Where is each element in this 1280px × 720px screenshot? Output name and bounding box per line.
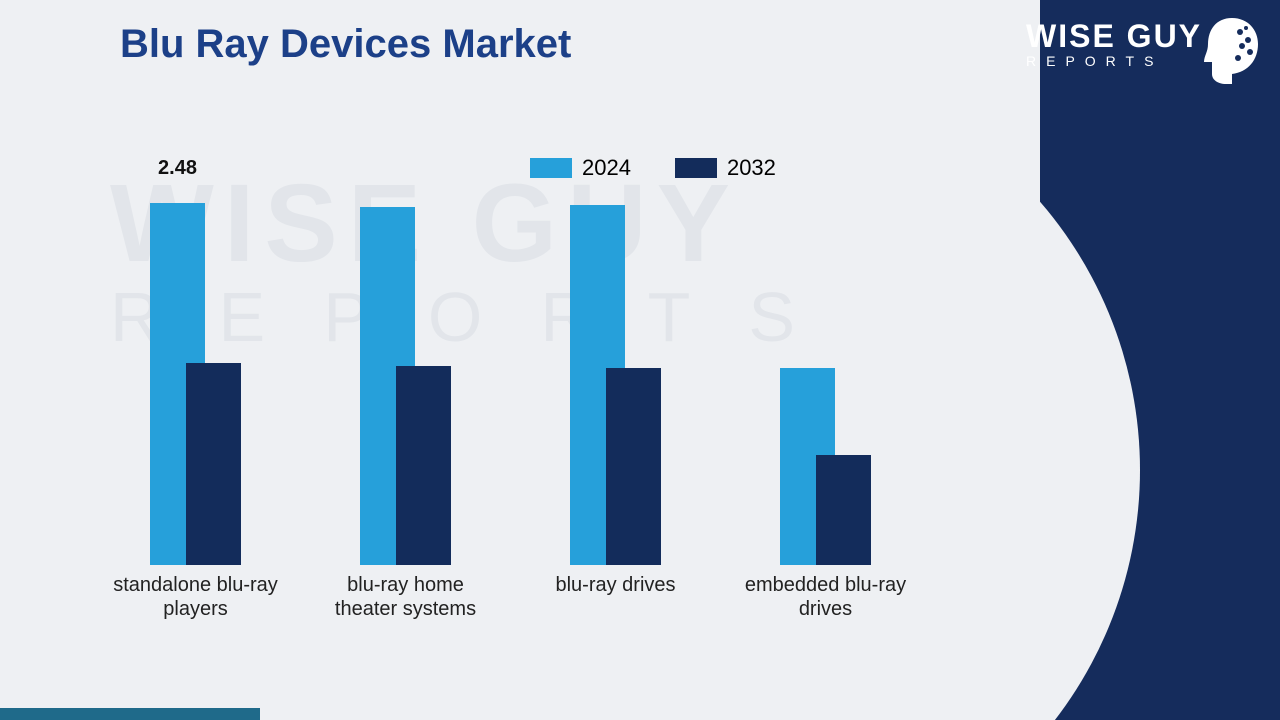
legend: 2024 2032: [530, 155, 776, 181]
brand-head-icon: [1202, 16, 1262, 86]
chart-title: Blu Ray Devices Market: [120, 22, 571, 67]
bar: [396, 366, 451, 565]
legend-swatch-2032: [675, 158, 717, 178]
x-tick-label: blu-ray drives: [531, 565, 701, 597]
x-tick-label: embedded blu-ray drives: [741, 565, 911, 621]
x-tick-label: standalone blu-ray players: [111, 565, 281, 621]
x-tick-label: blu-ray home theater systems: [321, 565, 491, 621]
bar: [186, 363, 241, 565]
accent-bar: [0, 708, 260, 720]
bar: [606, 368, 661, 565]
plot-area: 2.48standalone blu-ray playersblu-ray ho…: [100, 185, 980, 565]
bar: [816, 455, 871, 565]
legend-label-2032: 2032: [727, 155, 776, 181]
legend-item-2024: 2024: [530, 155, 631, 181]
stage: WISE GUY REPORTS WISE GUY REPORTS Blu Ra…: [0, 0, 1280, 720]
chart-area: 2024 2032 2.48standalone blu-ray players…: [100, 155, 980, 565]
bar-value-label: 2.48: [158, 157, 197, 180]
legend-label-2024: 2024: [582, 155, 631, 181]
legend-item-2032: 2032: [675, 155, 776, 181]
legend-swatch-2024: [530, 158, 572, 178]
